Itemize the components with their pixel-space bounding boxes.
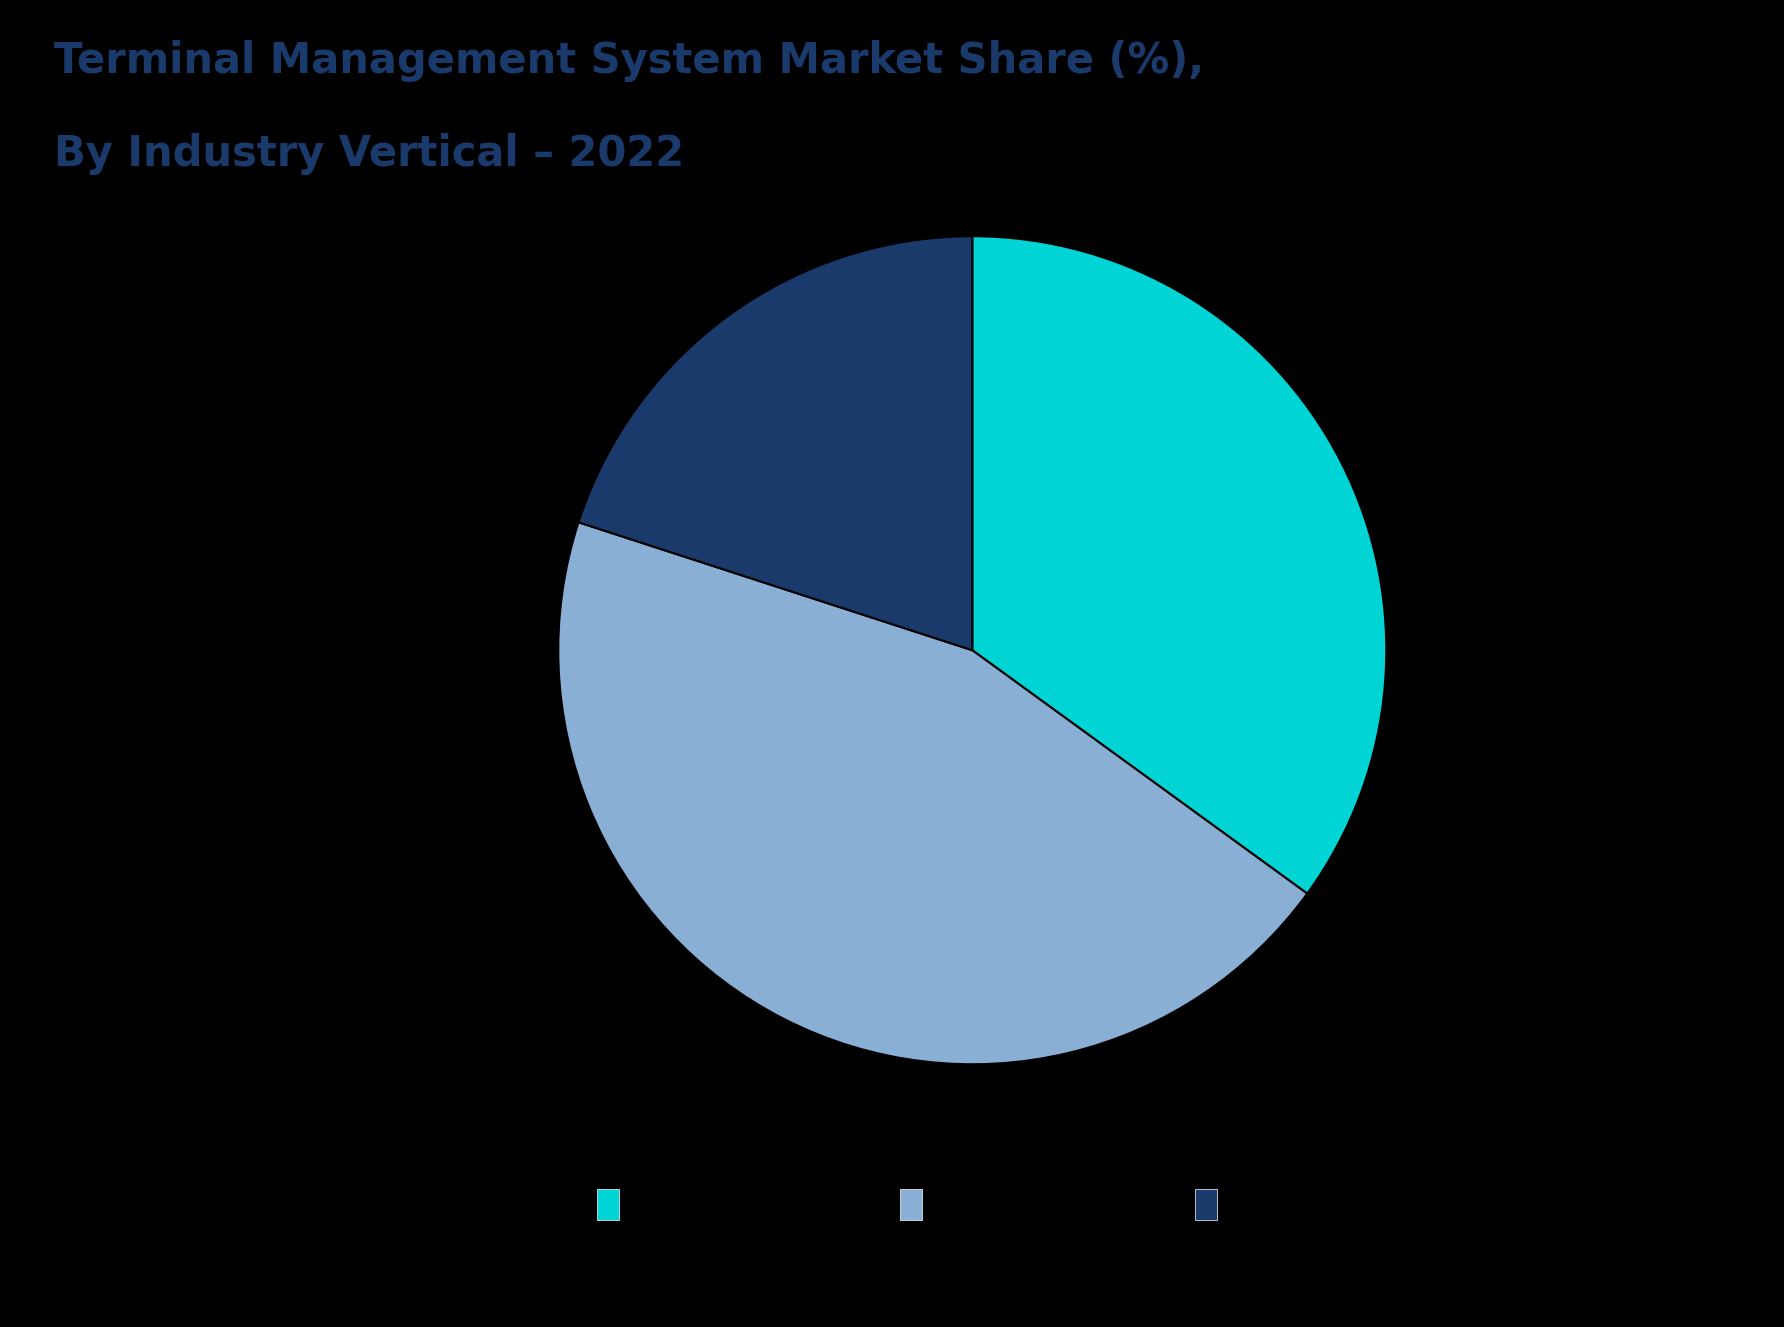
Legend: Retail & Commercial, Banking & Financial, Healthcare: Retail & Commercial, Banking & Financial… bbox=[589, 1180, 1356, 1229]
Text: By Industry Vertical – 2022: By Industry Vertical – 2022 bbox=[54, 133, 683, 175]
Wedge shape bbox=[972, 236, 1386, 893]
Wedge shape bbox=[558, 523, 1308, 1064]
Wedge shape bbox=[578, 236, 972, 650]
Text: Terminal Management System Market Share (%),: Terminal Management System Market Share … bbox=[54, 40, 1204, 82]
